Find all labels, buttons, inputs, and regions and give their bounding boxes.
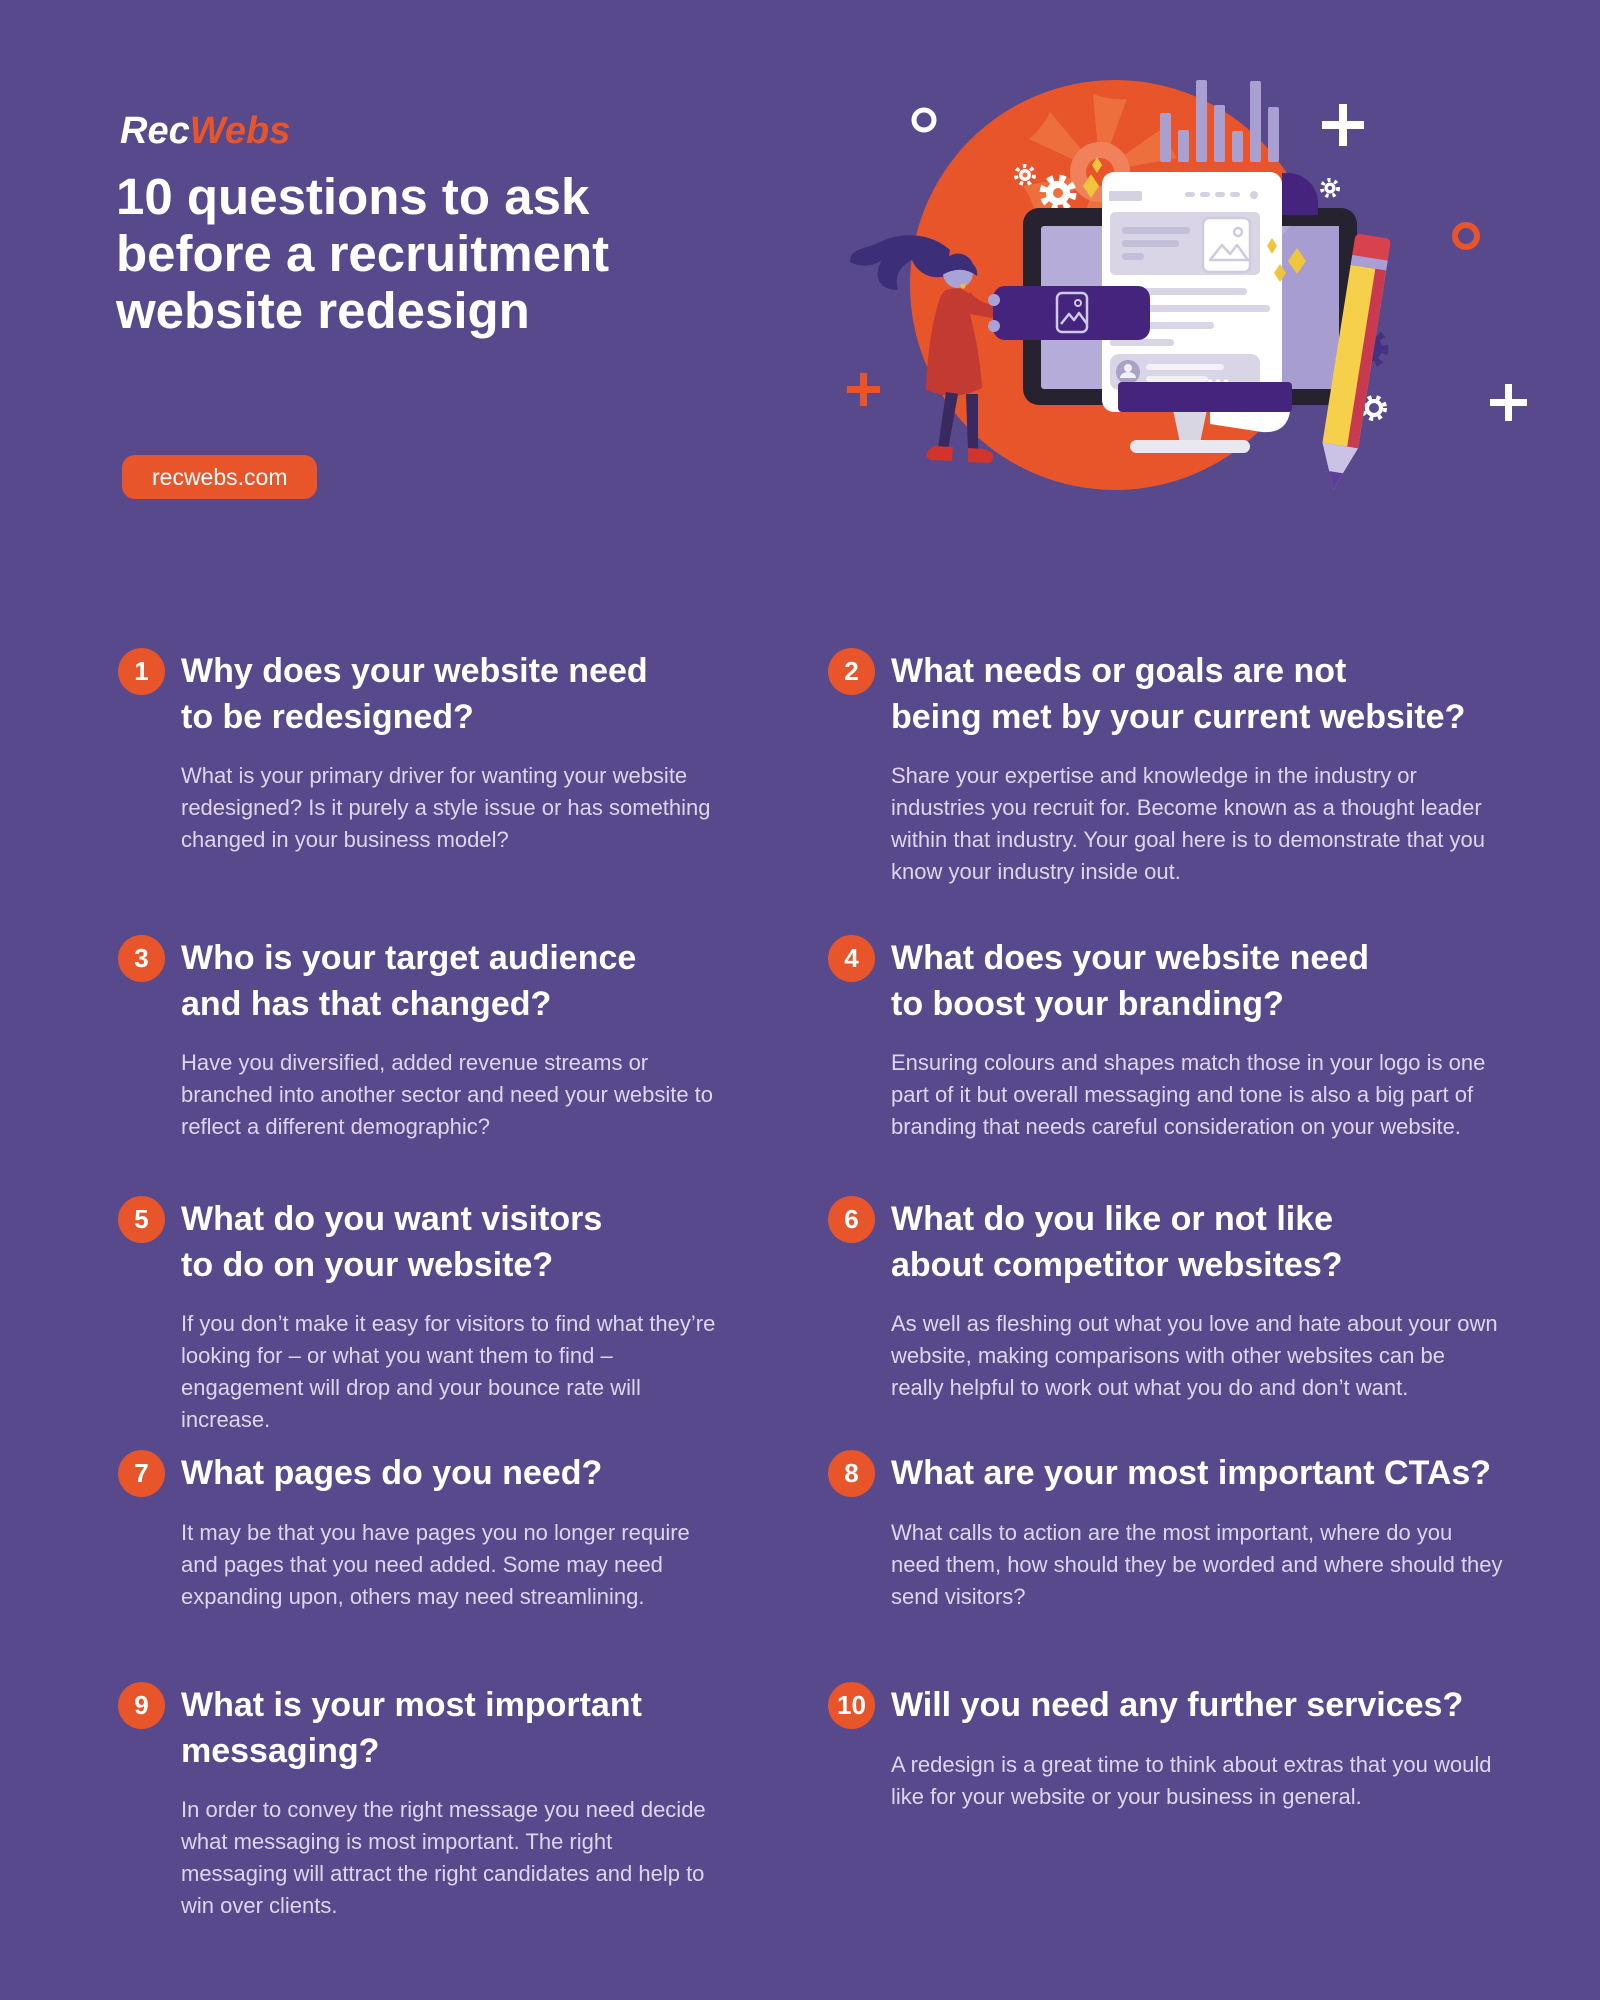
question-10-number-badge: 10 (828, 1682, 875, 1729)
question-8-title: What are your most important CTAs? (891, 1454, 1492, 1492)
woman-illustration (850, 235, 996, 463)
question-9-title: What is your most important messaging? (181, 1686, 642, 1770)
recwebs-logo: RecWebs (120, 110, 290, 153)
monitor-stand (1130, 405, 1250, 453)
question-block-9: 9 What is your most important messaging?… (118, 1682, 718, 1922)
purple-blob (1282, 173, 1318, 215)
question-5-number-badge: 5 (118, 1196, 165, 1243)
question-block-8: 8 What are your most important CTAs? Wha… (828, 1450, 1503, 1613)
hero-illustration (847, 80, 1527, 490)
question-3-title: Who is your target audience and has that… (181, 939, 637, 1023)
question-6-body: As well as fleshing out what you love an… (891, 1311, 1498, 1400)
question-1-title: Why does your website need to be redesig… (181, 652, 648, 736)
question-block-1: 1 Why does your website need to be redes… (118, 648, 718, 856)
question-block-3: 3 Who is your target audience and has th… (118, 935, 718, 1143)
question-8-body: What calls to action are the most import… (891, 1520, 1503, 1609)
question-block-10: 10 Will you need any further services? A… (828, 1682, 1503, 1813)
question-1-number-badge: 1 (118, 648, 165, 695)
question-3-body: Have you diversified, added revenue stre… (181, 1050, 714, 1139)
user-card (1110, 354, 1260, 390)
question-block-7: 7 What pages do you need? It may be that… (118, 1450, 718, 1613)
question-10-body: A redesign is a great time to think abou… (891, 1752, 1492, 1809)
question-5-body: If you don’t make it easy for visitors t… (181, 1311, 716, 1432)
question-7-number-badge: 7 (118, 1450, 165, 1497)
gear-icon (1320, 178, 1340, 198)
question-4-body: Ensuring colours and shapes match those … (891, 1050, 1486, 1139)
page-title-line-2: before a recruitment (116, 225, 610, 282)
question-8-number-badge: 8 (828, 1450, 875, 1497)
logo-text-rec: Rec (120, 110, 190, 152)
gear-icon (1014, 164, 1036, 186)
page-title-line-3: website redesign (116, 282, 530, 339)
question-6-number-badge: 6 (828, 1196, 875, 1243)
image-card-icon (988, 286, 1150, 340)
question-6-title: What do you like or not like about compe… (891, 1200, 1343, 1284)
sparkle-diamond-icon (1083, 157, 1306, 282)
question-9-body: In order to convey the right message you… (181, 1797, 706, 1918)
plus-icon (1322, 104, 1364, 146)
gear-icon (1361, 395, 1387, 421)
plus-icon (1490, 384, 1527, 421)
question-7-body: It may be that you have pages you no lon… (181, 1520, 690, 1609)
image-placeholder-icon (1201, 216, 1252, 274)
question-9-number-badge: 9 (118, 1682, 165, 1729)
circle-outline-icon (911, 107, 937, 133)
question-block-6: 6 What do you like or not like about com… (828, 1196, 1503, 1404)
question-3-number-badge: 3 (118, 935, 165, 982)
page-title-line-1: 10 questions to ask (116, 168, 590, 225)
gear-icon (1039, 174, 1077, 212)
circle-outline-icon (1452, 222, 1480, 250)
question-4-title: What does your website need to boost you… (891, 939, 1369, 1023)
question-block-4: 4 What does your website need to boost y… (828, 935, 1503, 1143)
question-4-number-badge: 4 (828, 935, 875, 982)
plus-icon (847, 373, 880, 406)
site-url-badge[interactable]: recwebs.com (122, 455, 318, 499)
bar-chart-icon (1160, 80, 1279, 162)
question-1-body: What is your primary driver for wanting … (181, 763, 711, 852)
question-block-5: 5 What do you want visitors to do on you… (118, 1196, 718, 1436)
pencil-icon (1322, 234, 1391, 489)
question-block-2: 2 What needs or goals are not being met … (828, 648, 1503, 888)
question-2-number-badge: 2 (828, 648, 875, 695)
question-7-title: What pages do you need? (181, 1454, 603, 1492)
question-2-body: Share your expertise and knowledge in th… (891, 763, 1485, 884)
page-title: 10 questions to ask before a recruitment… (116, 168, 609, 339)
question-5-title: What do you want visitors to do on your … (181, 1200, 603, 1284)
question-10-title: Will you need any further services? (891, 1686, 1464, 1724)
question-2-title: What needs or goals are not being met by… (891, 652, 1466, 736)
logo-text-webs: Webs (189, 110, 291, 152)
